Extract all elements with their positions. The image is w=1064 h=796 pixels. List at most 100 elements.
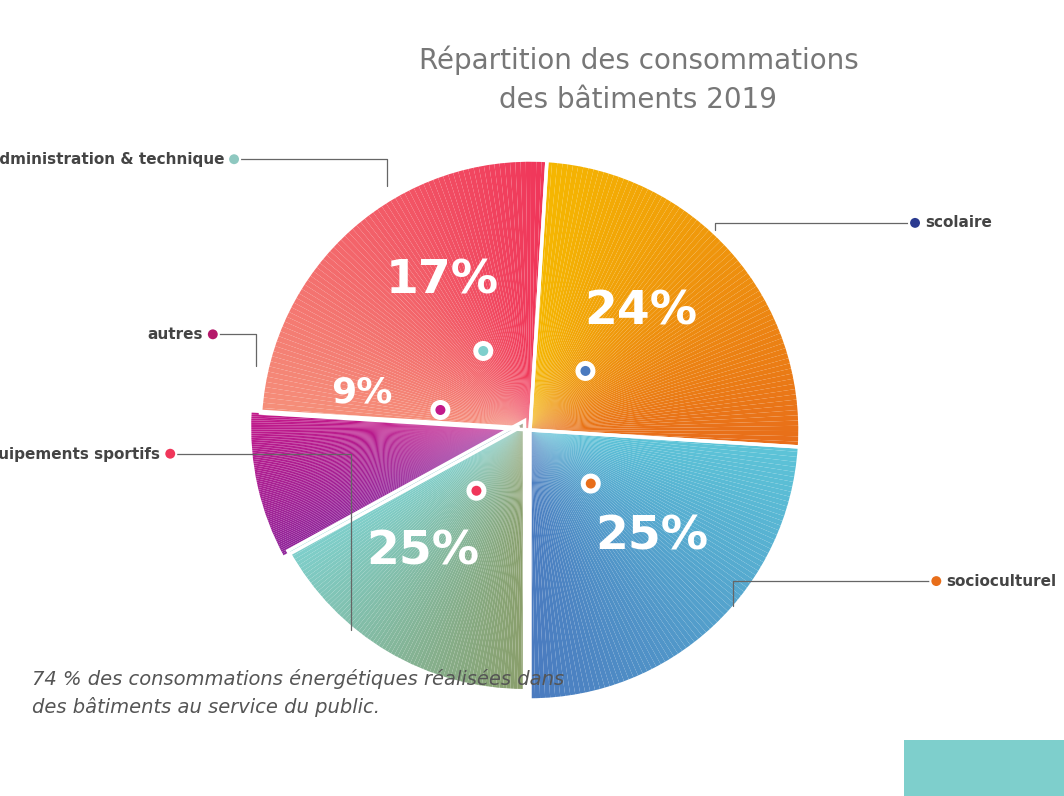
Wedge shape [530, 201, 677, 430]
Wedge shape [530, 384, 797, 430]
Wedge shape [530, 430, 541, 700]
Wedge shape [262, 392, 530, 430]
Wedge shape [250, 427, 519, 453]
Wedge shape [458, 169, 530, 430]
Wedge shape [395, 194, 530, 430]
Wedge shape [340, 421, 525, 621]
Circle shape [206, 328, 219, 341]
Wedge shape [530, 430, 708, 637]
Wedge shape [530, 248, 732, 430]
Wedge shape [526, 160, 531, 430]
Wedge shape [303, 421, 525, 578]
Wedge shape [530, 430, 634, 681]
Wedge shape [530, 430, 775, 549]
Wedge shape [266, 366, 530, 430]
Wedge shape [259, 427, 519, 500]
Wedge shape [530, 430, 746, 597]
Wedge shape [446, 421, 525, 680]
Wedge shape [279, 326, 530, 430]
Wedge shape [530, 295, 766, 430]
Wedge shape [530, 206, 685, 430]
Wedge shape [251, 427, 519, 462]
Wedge shape [389, 197, 530, 430]
Wedge shape [433, 177, 530, 430]
Wedge shape [276, 336, 530, 430]
Wedge shape [530, 333, 784, 430]
Text: 9%: 9% [331, 375, 392, 409]
Wedge shape [426, 421, 525, 673]
Wedge shape [266, 427, 519, 521]
Wedge shape [530, 225, 710, 430]
Wedge shape [264, 381, 530, 430]
Wedge shape [285, 311, 530, 430]
Wedge shape [530, 328, 782, 430]
Wedge shape [293, 297, 530, 430]
Wedge shape [312, 266, 530, 430]
Wedge shape [349, 421, 525, 628]
Wedge shape [530, 430, 800, 436]
Wedge shape [530, 430, 765, 568]
Wedge shape [270, 350, 530, 430]
Wedge shape [530, 165, 584, 430]
Wedge shape [251, 427, 519, 455]
Wedge shape [278, 427, 519, 549]
Wedge shape [530, 430, 787, 517]
Wedge shape [259, 427, 519, 498]
Wedge shape [344, 421, 525, 623]
Wedge shape [400, 421, 525, 661]
Wedge shape [530, 162, 563, 430]
Wedge shape [530, 183, 644, 430]
Wedge shape [348, 228, 530, 430]
Wedge shape [270, 427, 519, 533]
Wedge shape [530, 430, 767, 563]
Wedge shape [305, 421, 525, 581]
Wedge shape [252, 427, 519, 464]
Circle shape [930, 575, 943, 587]
Wedge shape [261, 403, 530, 430]
Wedge shape [333, 421, 525, 614]
Wedge shape [530, 172, 614, 430]
Wedge shape [381, 202, 530, 430]
Circle shape [435, 405, 446, 415]
Wedge shape [530, 430, 777, 545]
Wedge shape [510, 161, 530, 430]
Wedge shape [381, 421, 525, 651]
Wedge shape [496, 421, 525, 689]
Wedge shape [326, 250, 530, 430]
Wedge shape [530, 430, 743, 601]
Wedge shape [299, 421, 525, 572]
Wedge shape [515, 160, 530, 430]
Wedge shape [530, 430, 793, 498]
Wedge shape [450, 421, 525, 681]
Wedge shape [316, 421, 525, 595]
Wedge shape [530, 430, 772, 554]
Wedge shape [326, 421, 525, 606]
Wedge shape [269, 356, 530, 430]
Wedge shape [530, 430, 644, 677]
Wedge shape [254, 427, 519, 481]
Wedge shape [297, 421, 525, 569]
Wedge shape [384, 421, 525, 653]
Text: 74 % des consommations énergétiques réalisées dans
des bâtiments au service du p: 74 % des consommations énergétiques réal… [32, 669, 564, 716]
Wedge shape [255, 427, 519, 486]
Wedge shape [530, 285, 761, 430]
Wedge shape [267, 427, 519, 525]
Wedge shape [251, 427, 519, 456]
Wedge shape [530, 160, 542, 430]
Wedge shape [530, 430, 658, 670]
Wedge shape [377, 205, 530, 430]
Wedge shape [530, 430, 638, 679]
Wedge shape [283, 316, 530, 430]
Wedge shape [413, 185, 530, 430]
Wedge shape [416, 421, 525, 669]
Wedge shape [265, 427, 519, 520]
Wedge shape [530, 404, 799, 430]
Wedge shape [499, 421, 525, 690]
Wedge shape [530, 430, 615, 688]
Wedge shape [249, 427, 519, 434]
Wedge shape [262, 427, 519, 509]
Wedge shape [390, 421, 525, 657]
Wedge shape [264, 427, 519, 516]
Wedge shape [530, 430, 797, 478]
Wedge shape [530, 240, 726, 430]
